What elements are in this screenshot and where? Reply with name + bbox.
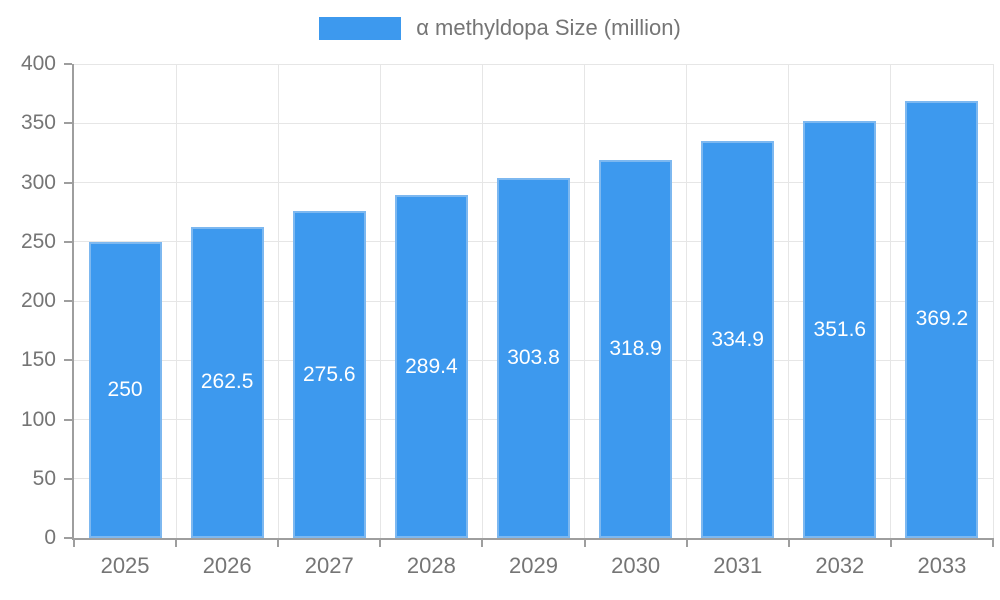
x-axis-label: 2027 [304, 553, 354, 578]
gridline-vertical [481, 64, 483, 538]
x-axis-tick [992, 538, 994, 547]
bar-2027[interactable] [292, 211, 366, 538]
bar-2026[interactable] [190, 226, 264, 538]
y-axis-tick [64, 418, 72, 421]
y-axis-line [72, 64, 74, 540]
x-axis-label: 2028 [406, 553, 456, 578]
bar-2025[interactable] [88, 241, 162, 538]
plot-area: 0 50 100 150 200 250 300 350 400 2025 2026 2027 2028… [21, 52, 994, 578]
x-axis-label: 2029 [509, 553, 558, 578]
legend-label: α methyldopa Size (million) [416, 15, 681, 40]
x-axis-tick [175, 538, 178, 547]
x-axis-tick [379, 538, 382, 547]
x-axis-tick [277, 538, 280, 547]
y-axis-label: 400 [20, 52, 56, 75]
x-axis-tick [481, 538, 484, 547]
y-axis-tick [64, 300, 72, 302]
y-axis-label: 50 [32, 466, 56, 490]
gridline-vertical [277, 64, 279, 538]
bar-2031[interactable] [701, 141, 775, 538]
x-axis-tick [685, 538, 688, 547]
x-axis-line [72, 538, 993, 540]
x-axis-label: 2026 [202, 553, 252, 578]
y-axis-tick [64, 240, 72, 243]
x-axis-label: 2030 [611, 553, 661, 578]
y-axis-label: 100 [20, 407, 56, 431]
y-axis-tick [64, 537, 72, 539]
gridline-vertical [379, 64, 381, 538]
y-axis-label: 350 [20, 111, 56, 135]
y-axis-label: 300 [20, 170, 56, 194]
y-axis-tick [64, 359, 72, 362]
gridline-horizontal [74, 122, 993, 124]
x-axis-label: 2032 [815, 553, 865, 578]
x-axis-tick [73, 538, 75, 547]
gridline-vertical [584, 64, 586, 538]
bar-2030[interactable] [599, 160, 673, 538]
x-axis-label: 2031 [713, 553, 763, 578]
x-axis-label: 2033 [917, 553, 967, 578]
x-axis-tick [583, 538, 586, 547]
y-axis-tick [64, 181, 72, 184]
legend-item[interactable]: α methyldopa Size (million) [0, 15, 1000, 41]
y-axis-label: 200 [20, 289, 56, 312]
bar-2032[interactable] [803, 121, 877, 538]
gridline-vertical [788, 64, 790, 538]
gridline-vertical [686, 64, 688, 538]
gridline-horizontal [74, 63, 993, 65]
bar-2033[interactable] [905, 100, 979, 538]
y-axis-tick [64, 477, 72, 480]
gridline-vertical [890, 64, 892, 538]
y-axis-tick [64, 63, 72, 65]
gridline-vertical [175, 64, 177, 538]
x-axis-tick [889, 538, 892, 547]
y-axis-label: 150 [20, 348, 56, 372]
gridline-vertical [992, 64, 994, 538]
legend-swatch-icon [319, 16, 402, 40]
bar-2028[interactable] [394, 195, 468, 538]
y-axis-label: 0 [44, 526, 56, 549]
y-axis-tick [64, 122, 72, 125]
x-axis-label: 2025 [100, 553, 150, 578]
y-axis-label: 250 [20, 229, 56, 253]
bar-2029[interactable] [496, 178, 570, 538]
x-axis-tick [787, 538, 790, 547]
